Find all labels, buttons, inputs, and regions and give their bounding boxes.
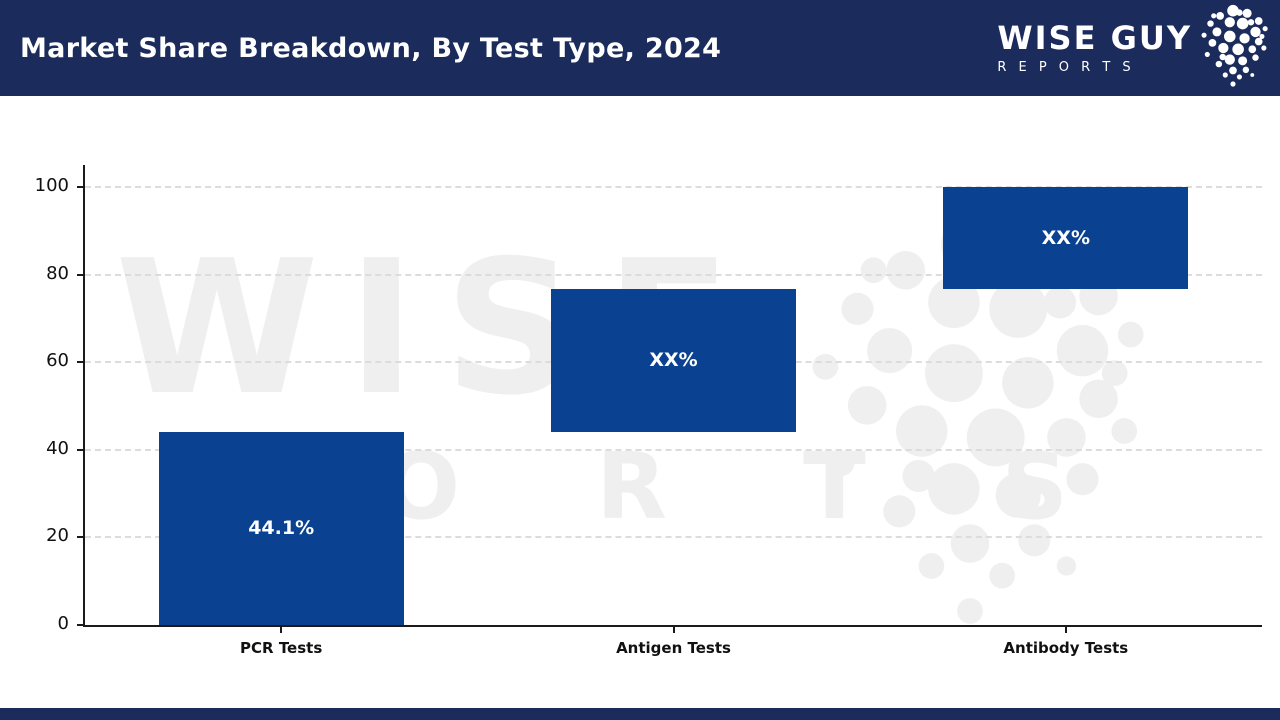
bar-pcr-tests: 44.1% — [158, 431, 404, 625]
y-axis-line — [83, 165, 85, 627]
y-tick-mark — [77, 624, 85, 626]
y-axis-tick-label: 100 — [34, 174, 69, 196]
page-title: Market Share Breakdown, By Test Type, 20… — [20, 32, 722, 64]
y-axis-tick-label: 40 — [46, 437, 69, 459]
y-axis-tick-label: 0 — [57, 613, 69, 634]
gridline-20 — [85, 536, 1262, 539]
chart-area: WISE R O R T S 0 20 40 60 80 100 44.1% PCR Test… — [0, 96, 1280, 708]
category-label: PCR Tests — [240, 639, 323, 657]
gridline-80 — [85, 273, 1262, 276]
bar-antibody-tests: XX% — [943, 186, 1189, 289]
bar-value-label: XX% — [649, 349, 698, 372]
brand-logo: WISE GUY R E P O R T S — [997, 3, 1280, 93]
bar-antigen-tests: XX% — [551, 288, 796, 432]
header-bar: Market Share Breakdown, By Test Type, 20… — [0, 0, 1280, 96]
bar-value-label: 44.1% — [248, 517, 315, 540]
x-axis-line — [83, 625, 1262, 627]
y-tick-mark — [77, 536, 85, 539]
y-axis-tick-label: 20 — [46, 525, 69, 547]
logo-wordmark-line1: WISE GUY — [997, 18, 1192, 57]
y-axis-tick-label: 60 — [46, 350, 69, 372]
logo-wordmark: WISE GUY R E P O R T S — [997, 22, 1192, 75]
x-tick-mark — [1064, 627, 1067, 633]
x-tick-mark — [280, 627, 283, 633]
footer-bar — [0, 708, 1280, 720]
x-tick-mark — [672, 627, 675, 633]
category-label: Antibody Tests — [1003, 639, 1129, 657]
y-tick-mark — [77, 185, 85, 188]
y-axis-tick-label: 80 — [46, 262, 69, 284]
logo-wordmark-line2: R E P O R T S — [997, 59, 1135, 75]
y-tick-mark — [77, 273, 85, 276]
y-tick-mark — [77, 448, 85, 451]
gridline-40 — [85, 448, 1262, 451]
category-label: Antigen Tests — [616, 639, 731, 657]
logo-head-icon — [1194, 3, 1272, 93]
gridline-100 — [85, 185, 1262, 188]
bar-value-label: XX% — [1041, 226, 1090, 249]
y-tick-mark — [77, 361, 85, 364]
